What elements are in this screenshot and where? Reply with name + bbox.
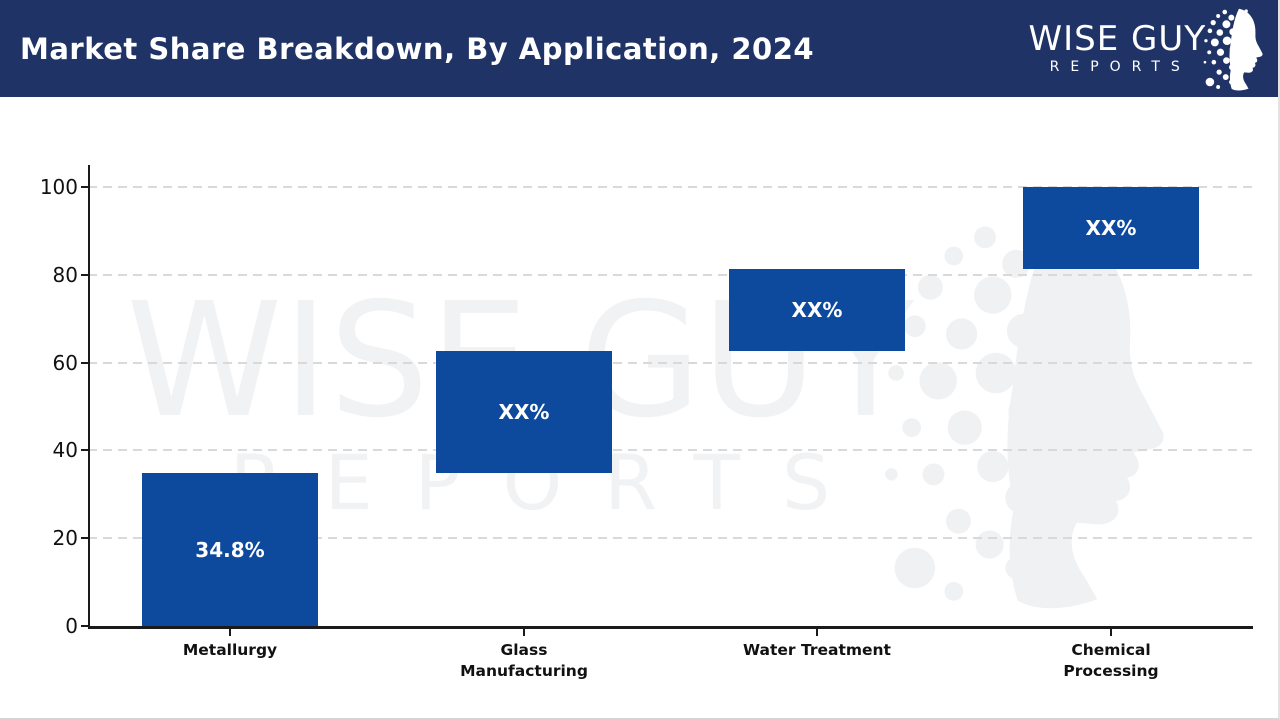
y-tick-mark: [81, 186, 88, 188]
bar-value-label: 34.8%: [195, 537, 265, 562]
bar-value-label: XX%: [498, 400, 550, 425]
y-axis-line: [88, 165, 90, 629]
y-tick-label: 40: [52, 438, 78, 463]
bar: 34.8%: [142, 473, 318, 626]
y-tick-mark: [81, 625, 88, 627]
logo-subtext: REPORTS: [1049, 58, 1191, 75]
chart-title: Market Share Breakdown, By Application, …: [20, 31, 815, 66]
y-tick-mark: [81, 537, 88, 540]
category-label: Glass Manufacturing: [460, 641, 588, 680]
dotted-head-icon: [1202, 8, 1263, 91]
gridline: [88, 273, 1253, 276]
y-tick-label: 20: [52, 526, 78, 551]
gridline: [88, 537, 1253, 540]
y-tick-mark: [81, 449, 88, 452]
x-tick-mark: [816, 629, 818, 636]
logo-text: WISE GUY REPORTS: [1028, 19, 1206, 75]
y-tick-label: 80: [52, 262, 78, 287]
bar-value-label: XX%: [1085, 216, 1137, 241]
gridline: [88, 361, 1253, 364]
header-bar: Market Share Breakdown, By Application, …: [0, 0, 1280, 97]
y-tick-label: 0: [65, 614, 78, 638]
x-tick-mark: [523, 629, 525, 636]
bar: XX%: [729, 269, 905, 352]
bar-value-label: XX%: [791, 298, 843, 323]
gridline: [88, 449, 1253, 452]
x-tick-mark: [229, 629, 231, 636]
gridline: [88, 186, 1253, 188]
chart-area: WISE GUY REPORTS 02040608010034.8%XX%XX%…: [0, 97, 1280, 720]
category-label: Metallurgy: [182, 641, 278, 659]
y-tick-mark: [81, 361, 88, 364]
logo-wordmark: WISE GUY: [1028, 19, 1206, 60]
category-label: Water Treatment: [743, 641, 891, 659]
y-tick-label: 60: [52, 350, 78, 375]
x-axis-line: [88, 626, 1253, 629]
x-tick-mark: [1110, 629, 1112, 636]
wise-guy-logo: WISE GUY REPORTS: [1028, 6, 1280, 92]
bar: XX%: [1023, 187, 1199, 270]
plot: 0 20 40 60 80 100 34.8% XX% XX% XX% Metallurgy Glas…: [0, 97, 1280, 720]
y-tick-label: 100: [39, 175, 78, 199]
y-tick-mark: [81, 273, 88, 276]
category-label: Chemical Processing: [1063, 641, 1159, 680]
bar: XX%: [436, 351, 612, 474]
